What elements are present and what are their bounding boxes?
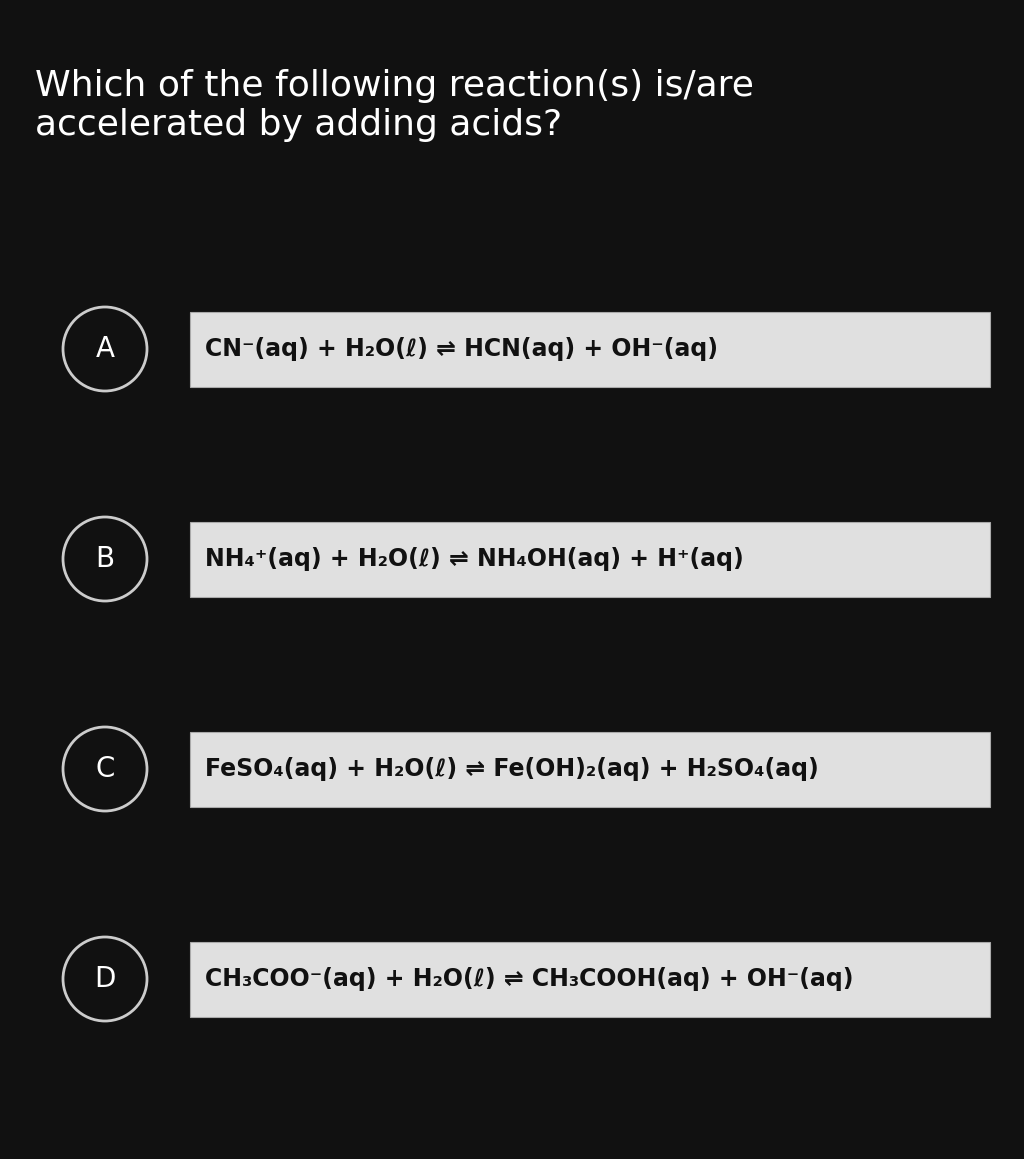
- Text: A: A: [95, 335, 115, 363]
- FancyBboxPatch shape: [190, 522, 990, 597]
- Text: B: B: [95, 545, 115, 573]
- FancyBboxPatch shape: [190, 731, 990, 807]
- Text: NH₄⁺(aq) + H₂O(ℓ) ⇌ NH₄OH(aq) + H⁺(aq): NH₄⁺(aq) + H₂O(ℓ) ⇌ NH₄OH(aq) + H⁺(aq): [205, 547, 743, 571]
- Circle shape: [63, 936, 147, 1021]
- Text: CN⁻(aq) + H₂O(ℓ) ⇌ HCN(aq) + OH⁻(aq): CN⁻(aq) + H₂O(ℓ) ⇌ HCN(aq) + OH⁻(aq): [205, 337, 718, 360]
- Circle shape: [63, 517, 147, 602]
- Text: C: C: [95, 755, 115, 783]
- Circle shape: [63, 727, 147, 811]
- Text: CH₃COO⁻(aq) + H₂O(ℓ) ⇌ CH₃COOH(aq) + OH⁻(aq): CH₃COO⁻(aq) + H₂O(ℓ) ⇌ CH₃COOH(aq) + OH⁻…: [205, 967, 853, 991]
- FancyBboxPatch shape: [190, 941, 990, 1016]
- Text: Which of the following reaction(s) is/are
accelerated by adding acids?: Which of the following reaction(s) is/ar…: [35, 70, 754, 143]
- FancyBboxPatch shape: [190, 312, 990, 386]
- Text: FeSO₄(aq) + H₂O(ℓ) ⇌ Fe(OH)₂(aq) + H₂SO₄(aq): FeSO₄(aq) + H₂O(ℓ) ⇌ Fe(OH)₂(aq) + H₂SO₄…: [205, 757, 819, 781]
- Text: D: D: [94, 965, 116, 993]
- Circle shape: [63, 307, 147, 391]
